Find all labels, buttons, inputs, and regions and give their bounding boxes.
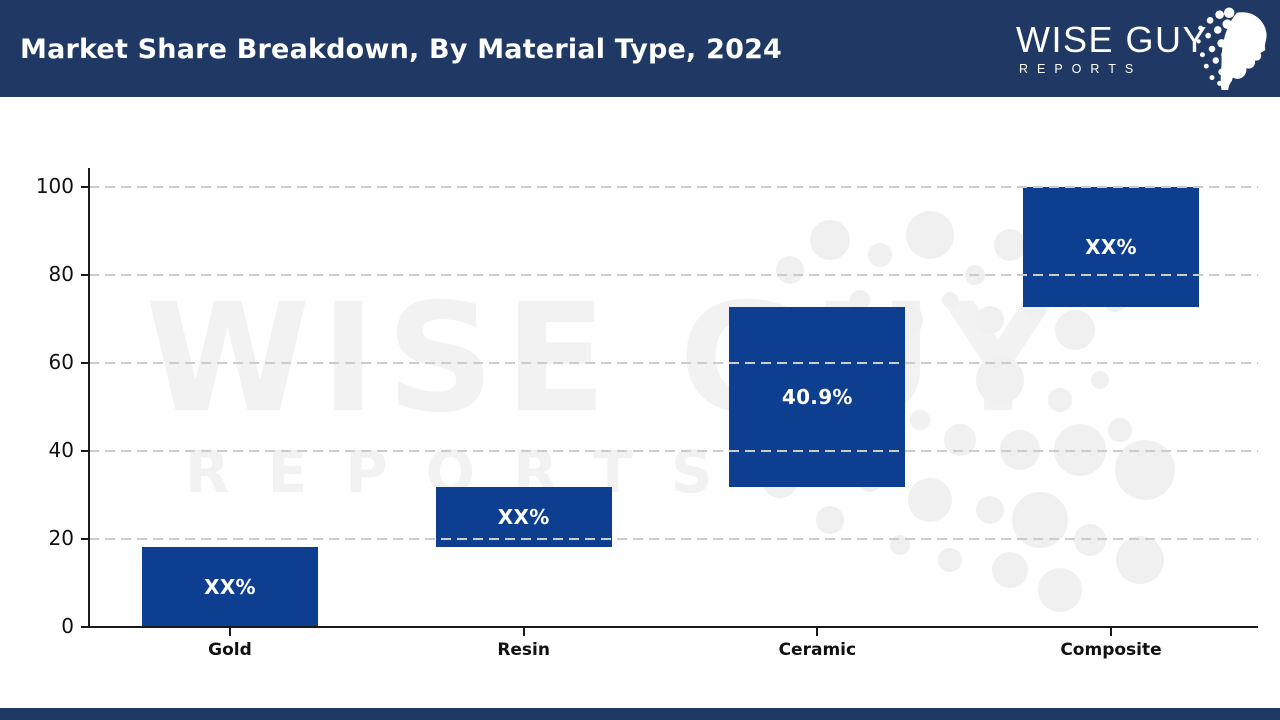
brand-logo-text: WISE GUY REPORTS: [1015, 19, 1208, 77]
y-axis-line: [88, 168, 90, 628]
y-axis-tick-label: 100: [35, 174, 74, 198]
y-axis-tick-label: 40: [48, 438, 74, 462]
gridline: [89, 538, 1258, 540]
x-axis-tick: [816, 628, 819, 636]
bar-ceramic: 40.9%: [729, 307, 906, 488]
y-axis-tick: [81, 538, 88, 540]
y-axis-tick: [81, 186, 88, 188]
x-axis-tick: [229, 628, 231, 636]
gridline: [89, 274, 1258, 276]
y-axis-tick-label: 0: [61, 614, 74, 638]
x-axis-line: [88, 626, 1258, 628]
gridline: [89, 362, 1258, 364]
x-axis-category-label: Gold: [208, 640, 252, 660]
y-axis-tick-label: 80: [48, 262, 74, 286]
logo-subtitle: REPORTS: [1018, 62, 1143, 76]
x-axis-category-label: Resin: [497, 640, 550, 660]
bar-value-label: XX%: [497, 504, 550, 529]
bar-value-label: 40.9%: [781, 385, 853, 410]
bar-value-label: XX%: [204, 574, 256, 599]
footer-bar: [0, 708, 1280, 720]
x-axis-tick: [522, 628, 525, 636]
header-bar: Market Share Breakdown, By Material Type…: [0, 0, 1280, 97]
y-axis-tick-label: 60: [48, 350, 74, 374]
gridline: [89, 186, 1258, 188]
bar-composite: XX%: [1023, 187, 1199, 308]
x-axis-tick: [1110, 628, 1112, 636]
bar-resin: XX%: [435, 487, 612, 547]
logo-wordmark: WISE GUY: [1015, 19, 1208, 60]
y-axis-tick-label: 20: [48, 526, 74, 550]
x-axis-category-label: Composite: [1060, 640, 1162, 660]
bar-gold: XX%: [142, 546, 318, 627]
brand-logo: WISE GUY REPORTS: [1016, 6, 1274, 92]
y-axis-tick: [81, 450, 88, 452]
x-axis-category-label: Ceramic: [778, 640, 857, 660]
bar-value-label: XX%: [1085, 235, 1137, 260]
y-axis-tick: [81, 362, 88, 364]
y-axis-tick: [81, 274, 88, 276]
chart-title: Market Share Breakdown, By Material Type…: [20, 34, 783, 65]
gridline: [89, 450, 1258, 452]
y-axis-tick: [81, 626, 88, 628]
logo-head-icon: [1196, 7, 1267, 91]
